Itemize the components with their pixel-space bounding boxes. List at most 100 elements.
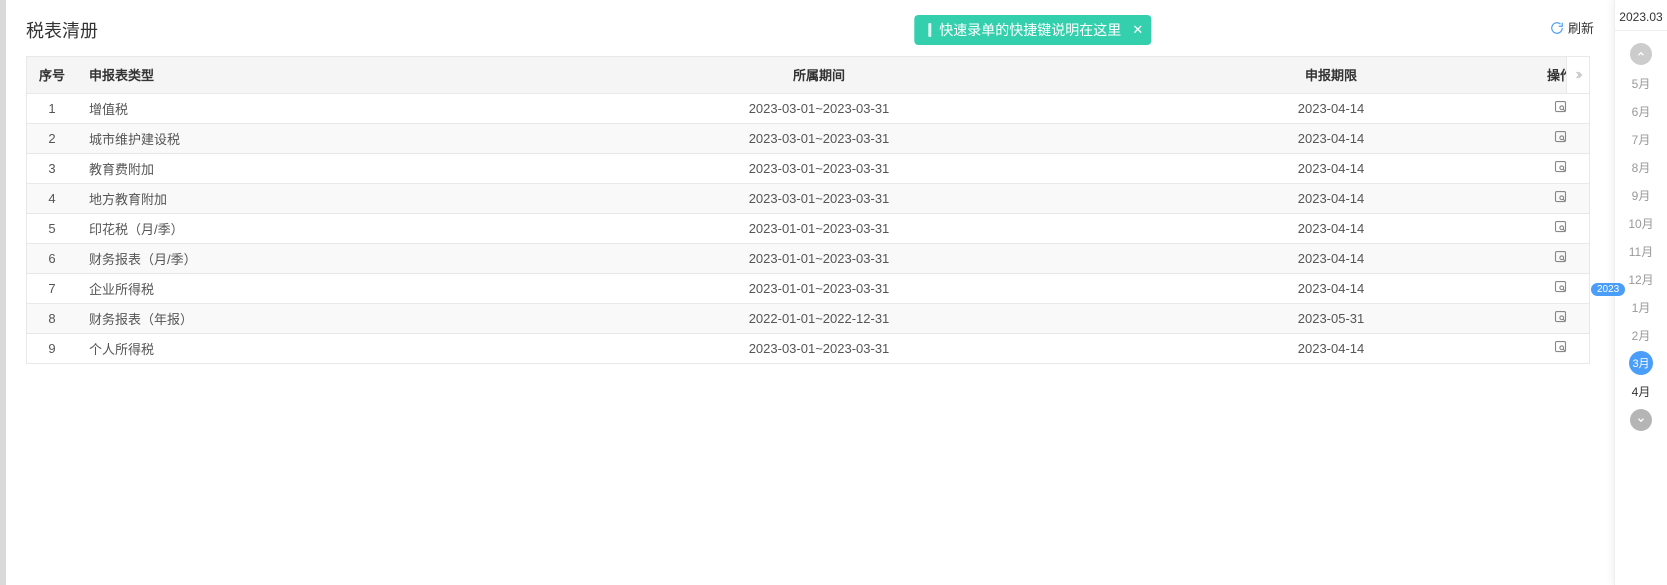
header-row: 税表清册 快速录单的快捷键说明在这里 ✕ 刷新 — [26, 10, 1614, 50]
table-row: 2城市维护建设税2023-03-01~2023-03-312023-04-14 — [27, 123, 1589, 153]
table-row: 9个人所得税2023-03-01~2023-03-312023-04-14 — [27, 333, 1589, 363]
month-item[interactable]: 8月 — [1627, 153, 1655, 181]
cell-deadline: 2023-04-14 — [1131, 153, 1531, 183]
cell-type: 增值税 — [77, 93, 507, 123]
cell-deadline: 2023-05-31 — [1131, 303, 1531, 333]
view-detail-button[interactable] — [1553, 189, 1568, 204]
collapse-handle[interactable] — [1566, 56, 1590, 94]
table-wrap: 序号 申报表类型 所属期间 申报期限 操作 1增值税2023-03-01~202… — [26, 56, 1590, 364]
cell-deadline: 2023-04-14 — [1131, 243, 1531, 273]
cell-type: 个人所得税 — [77, 333, 507, 363]
refresh-button[interactable]: 刷新 — [1550, 18, 1594, 37]
col-header-deadline: 申报期限 — [1131, 57, 1531, 93]
tax-table: 序号 申报表类型 所属期间 申报期限 操作 1增值税2023-03-01~202… — [27, 57, 1589, 364]
view-detail-button[interactable] — [1553, 159, 1568, 174]
cell-action — [1531, 93, 1589, 123]
cell-action — [1531, 153, 1589, 183]
table-row: 4地方教育附加2023-03-01~2023-03-312023-04-14 — [27, 183, 1589, 213]
cell-action — [1531, 303, 1589, 333]
cell-period: 2023-03-01~2023-03-31 — [507, 333, 1131, 363]
view-detail-button[interactable] — [1553, 279, 1568, 294]
col-header-type: 申报表类型 — [77, 57, 507, 93]
month-item[interactable]: 6月 — [1627, 97, 1655, 125]
month-item[interactable]: 5月 — [1627, 69, 1655, 97]
cell-deadline: 2023-04-14 — [1131, 273, 1531, 303]
table-row: 6财务报表（月/季）2023-01-01~2023-03-312023-04-1… — [27, 243, 1589, 273]
timeline-sidebar: 2023.03 5月6月7月8月9月10月11月12月20231月2月3月4月 — [1614, 0, 1667, 585]
table-row: 1增值税2023-03-01~2023-03-312023-04-14 — [27, 93, 1589, 123]
month-item[interactable]: 1月 — [1627, 293, 1655, 321]
table-row: 5印花税（月/季）2023-01-01~2023-03-312023-04-14 — [27, 213, 1589, 243]
month-item[interactable]: 9月 — [1627, 181, 1655, 209]
cell-action — [1531, 333, 1589, 363]
cell-action — [1531, 243, 1589, 273]
cell-seq: 8 — [27, 303, 77, 333]
view-detail-button[interactable] — [1553, 219, 1568, 234]
tip-banner-wrap: 快速录单的快捷键说明在这里 ✕ — [916, 26, 960, 34]
table-row: 8财务报表（年报）2022-01-01~2022-12-312023-05-31 — [27, 303, 1589, 333]
page-root: 税表清册 快速录单的快捷键说明在这里 ✕ 刷新 — [0, 0, 1667, 585]
cell-action — [1531, 213, 1589, 243]
timeline-up-button[interactable] — [1630, 43, 1652, 65]
cell-type: 教育费附加 — [77, 153, 507, 183]
cell-type: 企业所得税 — [77, 273, 507, 303]
view-detail-button[interactable] — [1553, 129, 1568, 144]
timeline-down-button[interactable] — [1630, 409, 1652, 431]
main-area: 税表清册 快速录单的快捷键说明在这里 ✕ 刷新 — [6, 0, 1614, 585]
month-item-wrap: 12月2023 — [1627, 265, 1655, 293]
month-item[interactable]: 2月 — [1627, 321, 1655, 349]
cell-action — [1531, 183, 1589, 213]
tip-text: 快速录单的快捷键说明在这里 — [939, 20, 1121, 40]
month-item[interactable]: 4月 — [1627, 377, 1655, 405]
cell-seq: 9 — [27, 333, 77, 363]
view-detail-button[interactable] — [1553, 249, 1568, 264]
month-item[interactable]: 7月 — [1627, 125, 1655, 153]
cell-period: 2023-01-01~2023-03-31 — [507, 243, 1131, 273]
month-item[interactable]: 3月 — [1629, 351, 1653, 375]
col-header-seq: 序号 — [27, 57, 77, 93]
close-icon[interactable]: ✕ — [1132, 22, 1143, 38]
tip-banner[interactable]: 快速录单的快捷键说明在这里 ✕ — [914, 15, 1151, 45]
cell-type: 财务报表（年报） — [77, 303, 507, 333]
table-head: 序号 申报表类型 所属期间 申报期限 操作 — [27, 57, 1589, 93]
cell-seq: 4 — [27, 183, 77, 213]
cell-type: 城市维护建设税 — [77, 123, 507, 153]
cell-seq: 3 — [27, 153, 77, 183]
cell-period: 2023-01-01~2023-03-31 — [507, 213, 1131, 243]
cell-action — [1531, 273, 1589, 303]
cell-type: 财务报表（月/季） — [77, 243, 507, 273]
table-body: 1增值税2023-03-01~2023-03-312023-04-142城市维护… — [27, 93, 1589, 363]
cell-action — [1531, 123, 1589, 153]
month-item[interactable]: 11月 — [1627, 237, 1655, 265]
chevron-up-icon — [1636, 49, 1646, 59]
cell-period: 2023-03-01~2023-03-31 — [507, 153, 1131, 183]
timeline-current: 2023.03 — [1615, 0, 1667, 31]
cell-period: 2023-03-01~2023-03-31 — [507, 123, 1131, 153]
cell-deadline: 2023-04-14 — [1131, 213, 1531, 243]
cell-seq: 6 — [27, 243, 77, 273]
timeline-scroll: 5月6月7月8月9月10月11月12月20231月2月3月4月 — [1627, 31, 1655, 585]
table-row: 7企业所得税2023-01-01~2023-03-312023-04-14 — [27, 273, 1589, 303]
chevron-right-icon — [1572, 69, 1584, 81]
cell-seq: 1 — [27, 93, 77, 123]
month-item[interactable]: 12月 — [1627, 265, 1655, 293]
refresh-icon — [1550, 21, 1564, 35]
page-title: 税表清册 — [26, 17, 98, 43]
col-header-period: 所属期间 — [507, 57, 1131, 93]
cell-seq: 5 — [27, 213, 77, 243]
cell-deadline: 2023-04-14 — [1131, 93, 1531, 123]
view-detail-button[interactable] — [1553, 99, 1568, 114]
refresh-label: 刷新 — [1568, 18, 1594, 37]
chevron-down-icon — [1636, 415, 1646, 425]
cell-seq: 2 — [27, 123, 77, 153]
cell-seq: 7 — [27, 273, 77, 303]
view-detail-button[interactable] — [1553, 339, 1568, 354]
year-badge: 2023 — [1591, 283, 1625, 296]
cell-deadline: 2023-04-14 — [1131, 123, 1531, 153]
cell-period: 2023-01-01~2023-03-31 — [507, 273, 1131, 303]
cell-period: 2023-03-01~2023-03-31 — [507, 93, 1131, 123]
cell-period: 2022-01-01~2022-12-31 — [507, 303, 1131, 333]
view-detail-button[interactable] — [1553, 309, 1568, 324]
cell-deadline: 2023-04-14 — [1131, 183, 1531, 213]
month-item[interactable]: 10月 — [1627, 209, 1655, 237]
